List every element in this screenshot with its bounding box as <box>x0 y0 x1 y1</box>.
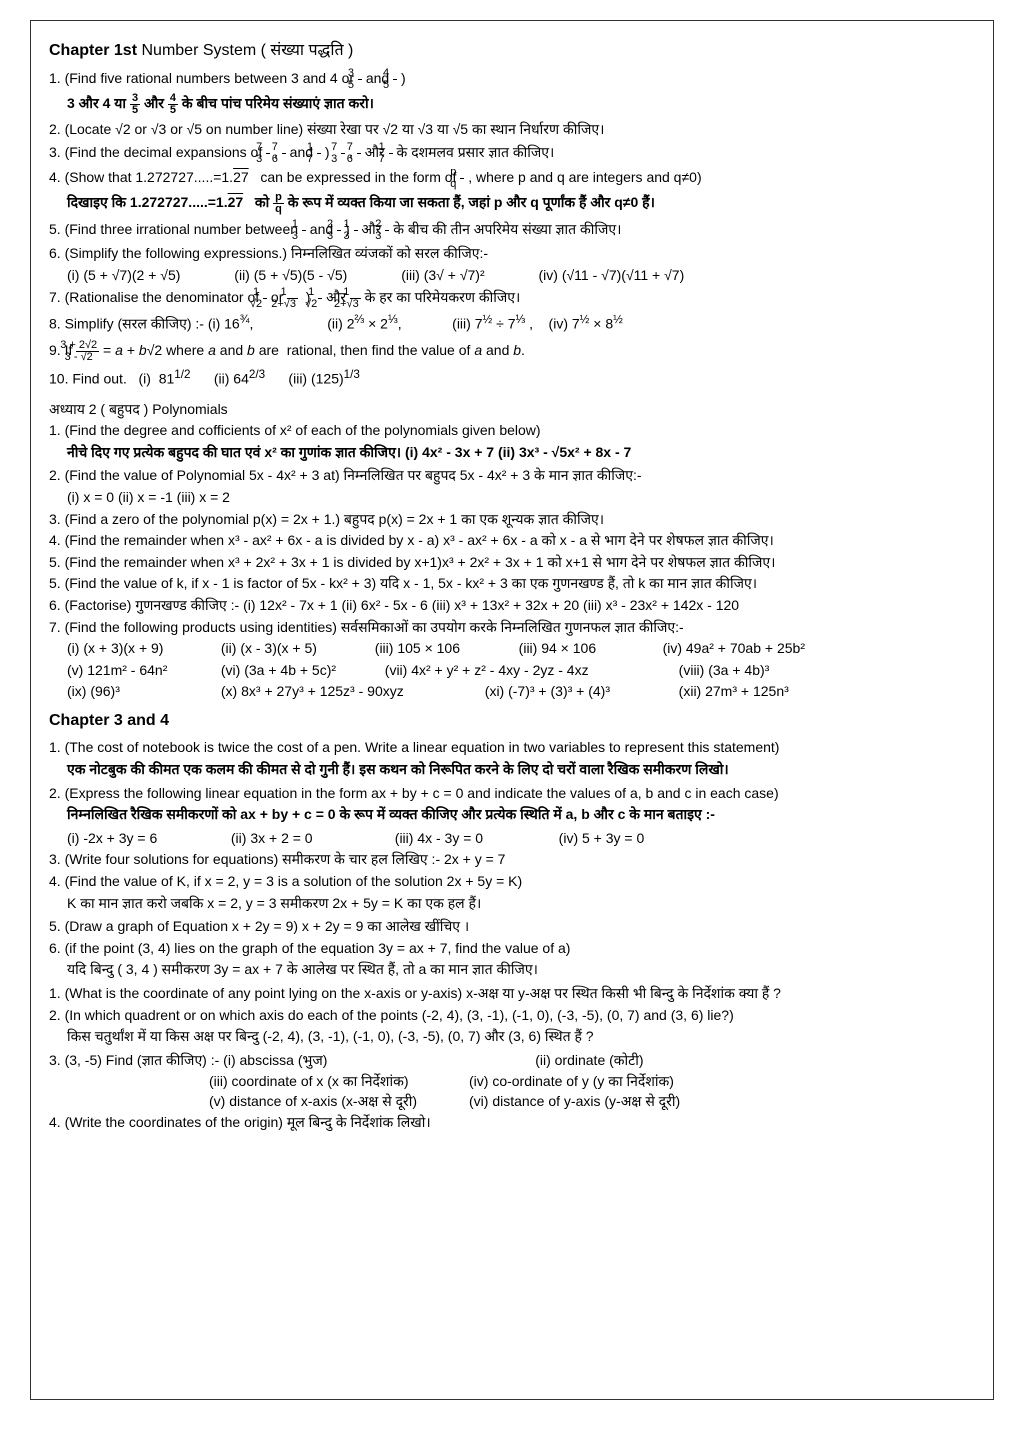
ch2-q7-head: 7. (Find the following products using id… <box>49 618 975 638</box>
ch1-q1: 1. (Find five rational numbers between 3… <box>49 68 975 91</box>
ch1-title-sub: Number System <box>141 42 256 59</box>
ch2-q2-opts: (i) x = 0 (ii) x = -1 (iii) x = 2 <box>67 488 975 508</box>
ch2-q1: 1. (Find the degree and cofficients of x… <box>49 421 975 441</box>
chapter1-title: Chapter 1st Number System ( संख्या पद्धत… <box>49 40 975 62</box>
ch2-q2: 2. (Find the value of Polynomial 5x - 4x… <box>49 466 975 486</box>
ch34-q1-hi: एक नोटबुक की कीमत एक कलम की कीमत से दो ग… <box>67 760 975 780</box>
ch2-q7-xi: (xi) (-7)³ + (3)³ + (4)³ <box>485 682 675 702</box>
ch34-q2-ii: (ii) 3x + 2 = 0 <box>231 829 391 849</box>
ch1-q4-hi: दिखाइए कि 1.272727.....=1.27 को pq के रू… <box>67 192 975 215</box>
ch34-q4-hi: K का मान ज्ञात करो जबकि x = 2, y = 3 समी… <box>67 894 975 914</box>
ch34-q6-hi: यदि बिन्दु ( 3, 4 ) समीकरण 3y = ax + 7 क… <box>67 960 975 980</box>
ch1-q9: 9. If 3 + 2√23 - √2 = a + b√2 where a an… <box>49 340 975 363</box>
ch2-q7-r2: (v) 121m² - 64n² (vi) (3a + 4b + 5c)² (v… <box>67 661 975 681</box>
ch34-q2-iii: (iii) 4x - 3y = 0 <box>395 829 555 849</box>
ch1-q6-iv: (iv) (√11 - √7)(√11 + √7) <box>539 266 685 286</box>
ch34-q6: 6. (if the point (3, 4) lies on the grap… <box>49 939 975 959</box>
ch1-q10: 10. Find out. (i) 811/2 (ii) 642/3 (iii)… <box>49 367 975 389</box>
ch34-q2: 2. (Express the following linear equatio… <box>49 784 975 804</box>
ch2-q1-hi: नीचे दिए गए प्रत्येक बहुपद की घात एवं x²… <box>67 443 975 463</box>
ch34-p2: 2. (In which quadrent or on which axis d… <box>49 1006 975 1026</box>
ch34-p3-v: (v) distance of x-axis (x-अक्ष से दूरी) <box>209 1092 469 1112</box>
ch2-q7-ix: (ix) (96)³ <box>67 682 217 702</box>
ch2-q7-ii: (ii) (x - 3)(x + 5) <box>221 639 371 659</box>
ch1-q8: 8. Simplify (सरल कीजिए) :- (i) 16¾, (ii)… <box>49 312 975 334</box>
ch2-q7-x: (x) 8x³ + 27y³ + 125z³ - 90xyz <box>221 682 481 702</box>
ch1-q6-ii: (ii) (5 + √5)(5 - √5) <box>234 266 347 286</box>
chapter2-title: अध्याय 2 ( बहुपद ) Polynomials <box>49 400 975 420</box>
ch1-q6-i: (i) (5 + √7)(2 + √5) <box>67 266 180 286</box>
ch2-q5a: 5. (Find the remainder when x³ + 2x² + 3… <box>49 553 975 573</box>
ch34-q2-i: (i) -2x + 3y = 6 <box>67 829 227 849</box>
ch34-q2-opts: (i) -2x + 3y = 6 (ii) 3x + 2 = 0 (iii) 4… <box>67 829 975 849</box>
ch1-q6-opts: (i) (5 + √7)(2 + √5) (ii) (5 + √5)(5 - √… <box>67 266 975 286</box>
ch34-q4: 4. (Find the value of K, if x = 2, y = 3… <box>49 872 975 892</box>
ch2-q6: 6. (Factorise) गुणनखण्ड कीजिए :- (i) 12x… <box>49 596 975 616</box>
ch2-q7-xii: (xii) 27m³ + 125n³ <box>679 682 789 702</box>
ch1-q7: 7. (Rationalise the denominator of 1√2 o… <box>49 287 975 310</box>
ch34-p3-head: 3. (3, -5) Find (ज्ञात कीजिए) :- (i) abs… <box>49 1052 327 1068</box>
ch2-q5b: 5. (Find the value of k, if x - 1 is fac… <box>49 574 975 594</box>
ch34-q2-iv: (iv) 5 + 3y = 0 <box>559 829 645 849</box>
ch34-p3: 3. (3, -5) Find (ज्ञात कीजिए) :- (i) abs… <box>49 1051 975 1071</box>
ch34-p1: 1. (What is the coordinate of any point … <box>49 984 975 1004</box>
ch2-q4: 4. (Find the remainder when x³ - ax² + 6… <box>49 531 975 551</box>
ch34-q5: 5. (Draw a graph of Equation x + 2y = 9)… <box>49 917 975 937</box>
ch1-title-en: Chapter 1st <box>49 42 137 59</box>
ch2-q7-iiia: (iii) 105 × 106 <box>375 639 515 659</box>
ch2-q7-iiib: (iii) 94 × 106 <box>519 639 659 659</box>
ch2-q7-iv: (iv) 49a² + 70ab + 25b² <box>663 639 805 659</box>
ch34-p2-hi: किस चतुर्थांश में या किस अक्ष पर बिन्दु … <box>67 1027 975 1047</box>
ch2-q7-r3: (ix) (96)³ (x) 8x³ + 27y³ + 125z³ - 90xy… <box>67 682 975 702</box>
ch1-q6-head: 6. (Simplify the following expressions.)… <box>49 244 975 264</box>
chapter34-title: Chapter 3 and 4 <box>49 710 975 732</box>
ch1-q6-iii: (iii) (3√ + √7)² <box>401 266 484 286</box>
ch34-p3-vi: (vi) distance of y-axis (y-अक्ष से दूरी) <box>469 1092 729 1112</box>
ch1-q3: 3. (Find the decimal expansions of 73 , … <box>49 142 975 165</box>
ch2-q7-viii: (viii) (3a + 4b)³ <box>679 661 770 681</box>
ch1-title-hi: ( संख्या पद्धति ) <box>261 42 354 59</box>
ch34-p3-iv: (iv) co-ordinate of y (y का निर्देशांक) <box>469 1072 729 1092</box>
ch2-q3: 3. (Find a zero of the polynomial p(x) =… <box>49 510 975 530</box>
ch34-q2-hi: निम्नलिखित रैखिक समीकरणों को ax + by + c… <box>67 805 975 825</box>
ch2-q7-r1: (i) (x + 3)(x + 9) (ii) (x - 3)(x + 5) (… <box>67 639 975 659</box>
ch2-q7-vii: (vii) 4x² + y² + z² - 4xy - 2yz - 4xz <box>385 661 675 681</box>
ch34-p3-grid: (iii) coordinate of x (x का निर्देशांक) … <box>209 1072 975 1111</box>
ch2-q7-i: (i) (x + 3)(x + 9) <box>67 639 217 659</box>
ch2-q7-v: (v) 121m² - 64n² <box>67 661 217 681</box>
ch34-p4: 4. (Write the coordinates of the origin)… <box>49 1113 975 1133</box>
worksheet-page: Chapter 1st Number System ( संख्या पद्धत… <box>30 20 994 1400</box>
ch34-p3-iii: (iii) coordinate of x (x का निर्देशांक) <box>209 1072 469 1092</box>
ch34-q1: 1. (The cost of notebook is twice the co… <box>49 738 975 758</box>
ch1-q2: 2. (Locate √2 or √3 or √5 on number line… <box>49 120 975 140</box>
ch1-q1-hi: 3 और 4 या 35 और 45 के बीच पांच परिमेय सं… <box>67 93 975 116</box>
ch1-q5: 5. (Find three irrational number between… <box>49 219 975 242</box>
ch2-q7-vi: (vi) (3a + 4b + 5c)² <box>221 661 381 681</box>
ch34-p3-ii: (ii) ordinate (कोटी) <box>535 1052 643 1068</box>
ch34-q3: 3. (Write four solutions for equations) … <box>49 850 975 870</box>
ch1-q4: 4. (Show that 1.272727.....=1.27 can be … <box>49 167 975 190</box>
